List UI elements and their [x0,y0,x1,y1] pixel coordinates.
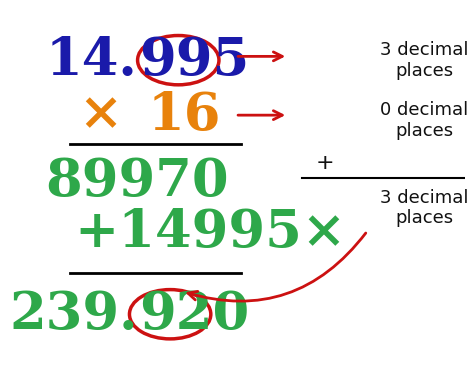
Text: +: + [315,152,334,173]
Text: 3 decimal
places: 3 decimal places [380,41,469,79]
Text: 239.: 239. [9,289,137,340]
Text: 14.: 14. [46,35,137,86]
Text: ×: × [78,90,122,141]
Text: 89970: 89970 [46,156,229,207]
Text: 3 decimal
places: 3 decimal places [380,189,469,227]
Text: 995: 995 [140,35,250,86]
Text: +14995×: +14995× [74,207,346,258]
Text: 920: 920 [140,289,250,340]
Text: 0 decimal
places: 0 decimal places [380,102,468,140]
Text: 16: 16 [147,90,221,141]
